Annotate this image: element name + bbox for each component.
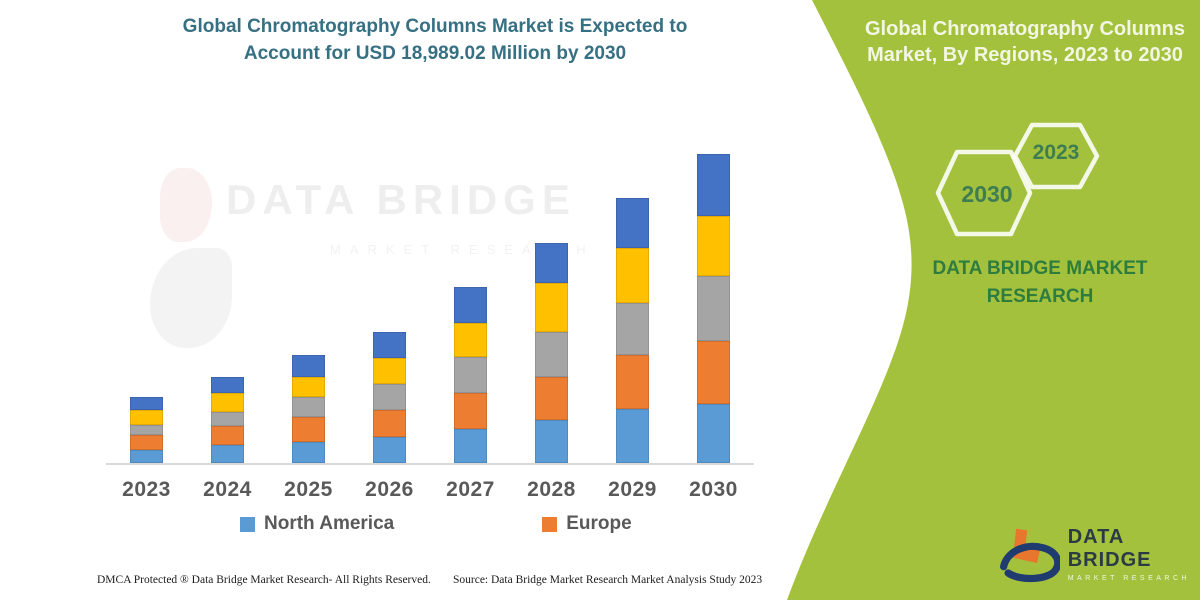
- bar-segment-2029-unlabeled-region-gray: [616, 303, 649, 355]
- x-tick-label-2025: 2025: [284, 478, 333, 501]
- panel-brand-text: DATA BRIDGE MARKET RESEARCH: [898, 255, 1182, 310]
- panel-title-line1: Global Chromatography Columns: [864, 18, 1186, 40]
- bar-segment-2030-unlabeled-region-blue: [697, 154, 730, 216]
- hexagon-year-2030: 2030: [961, 181, 1013, 207]
- bar-segment-2028-unlabeled-region-yellow: [535, 283, 568, 332]
- hexagon-year-2023: 2023: [1032, 141, 1080, 164]
- data-bridge-logo: DATA BRIDGE MARKET RESEARCH: [1000, 524, 1200, 584]
- bar-segment-2025-unlabeled-region-blue: [292, 355, 325, 377]
- bar-segment-2029-unlabeled-region-blue: [616, 198, 649, 248]
- x-tick-label-2026: 2026: [365, 478, 414, 501]
- bar-slot-2026: [349, 332, 430, 463]
- bar-segment-2028-Europe: [535, 377, 568, 420]
- bar-slot-2025: [268, 355, 349, 463]
- panel-brand-line1: DATA BRIDGE MARKET: [932, 258, 1148, 279]
- legend-label-europe: Europe: [566, 513, 632, 534]
- x-tick-label-2029: 2029: [608, 478, 657, 501]
- bar-segment-2027-unlabeled-region-yellow: [454, 323, 487, 357]
- stacked-bar-2024: [211, 377, 244, 463]
- stacked-bar-2023: [130, 397, 163, 463]
- panel-title-line2: Market, By Regions, 2023 to 2030: [867, 44, 1183, 67]
- stacked-bar-2026: [373, 332, 406, 463]
- logo-name-text: DATA BRIDGE: [1067, 526, 1152, 571]
- logo-sub-text: MARKET RESEARCH: [1067, 575, 1191, 582]
- x-tick-label-2028: 2028: [527, 478, 576, 501]
- stacked-bar-2029: [616, 198, 649, 463]
- bar-segment-2023-unlabeled-region-blue: [130, 397, 163, 410]
- legend-swatch-europe: [542, 516, 558, 532]
- bars-row: [106, 128, 754, 463]
- bar-segment-2029-North America: [616, 409, 649, 463]
- page-title: Global Chromatography Columns Market is …: [128, 14, 742, 67]
- bar-segment-2030-unlabeled-region-gray: [697, 276, 730, 341]
- data-bridge-logo-icon: [1000, 528, 1060, 583]
- watermark-leaf-icon: [150, 248, 232, 348]
- bar-segment-2023-Europe: [130, 435, 163, 450]
- stacked-bar-2030: [697, 154, 730, 463]
- bar-segment-2024-unlabeled-region-yellow: [211, 393, 244, 412]
- bar-segment-2029-Europe: [616, 355, 649, 409]
- x-axis-line: [106, 463, 754, 465]
- legend-item-north-america: North America: [240, 513, 394, 535]
- bar-slot-2029: [592, 198, 673, 463]
- stacked-bar-2028: [535, 243, 568, 463]
- stacked-bar-chart: 2023 2024 2025 2026 2027 2028 2029 2030: [106, 128, 754, 503]
- bar-segment-2030-unlabeled-region-yellow: [697, 216, 730, 276]
- bar-segment-2023-unlabeled-region-gray: [130, 425, 163, 435]
- bar-segment-2028-unlabeled-region-blue: [535, 243, 568, 283]
- bar-slot-2027: [430, 287, 511, 463]
- watermark-subtext: MARKET RESEARCH: [330, 242, 595, 257]
- bar-segment-2026-unlabeled-region-gray: [373, 384, 406, 410]
- bar-segment-2026-unlabeled-region-blue: [373, 332, 406, 358]
- bar-segment-2025-unlabeled-region-gray: [292, 397, 325, 417]
- bar-segment-2028-North America: [535, 420, 568, 463]
- dmca-credit-text: DMCA Protected ® Data Bridge Market Rese…: [97, 574, 431, 586]
- bar-segment-2025-unlabeled-region-yellow: [292, 377, 325, 397]
- bar-slot-2024: [187, 377, 268, 463]
- panel-title: Global Chromatography Columns Market, By…: [852, 16, 1198, 69]
- bar-segment-2026-North America: [373, 437, 406, 463]
- source-credit-text: Source: Data Bridge Market Research Mark…: [453, 574, 763, 586]
- chart-legend: North America Europe: [240, 513, 632, 535]
- bar-segment-2027-unlabeled-region-blue: [454, 287, 487, 323]
- bar-segment-2027-North America: [454, 429, 487, 463]
- legend-swatch-na: [240, 516, 255, 532]
- bar-segment-2023-unlabeled-region-yellow: [130, 410, 163, 425]
- watermark-text: DATA BRIDGE: [226, 176, 576, 223]
- bar-segment-2029-unlabeled-region-yellow: [616, 248, 649, 303]
- bar-segment-2028-unlabeled-region-gray: [535, 332, 568, 377]
- bar-segment-2024-unlabeled-region-gray: [211, 412, 244, 426]
- stacked-bar-2025: [292, 355, 325, 463]
- bar-segment-2030-North America: [697, 404, 730, 463]
- panel-brand-line2: RESEARCH: [986, 285, 1094, 307]
- bar-segment-2026-unlabeled-region-yellow: [373, 358, 406, 384]
- x-labels-row: 2023 2024 2025 2026 2027 2028 2029 2030: [106, 478, 754, 502]
- bar-slot-2023: [106, 397, 187, 463]
- bar-slot-2028: [511, 243, 592, 463]
- page-title-line2: Account for USD 18,989.02 Million by 203…: [243, 42, 627, 64]
- bar-segment-2025-North America: [292, 442, 325, 463]
- bar-slot-2030: [673, 154, 754, 463]
- x-tick-label-2030: 2030: [689, 478, 738, 501]
- x-tick-label-2027: 2027: [446, 478, 495, 501]
- bar-segment-2030-Europe: [697, 341, 730, 404]
- logo-text-block: DATA BRIDGE MARKET RESEARCH: [1068, 526, 1200, 582]
- x-tick-label-2024: 2024: [203, 478, 252, 501]
- stacked-bar-2027: [454, 287, 487, 463]
- bar-segment-2024-North America: [211, 445, 244, 463]
- bar-segment-2027-unlabeled-region-gray: [454, 357, 487, 393]
- bar-segment-2023-North America: [130, 450, 163, 463]
- bar-segment-2026-Europe: [373, 410, 406, 437]
- bar-segment-2027-Europe: [454, 393, 487, 429]
- legend-label-north-america: North America: [264, 513, 395, 534]
- bar-segment-2024-unlabeled-region-blue: [211, 377, 244, 393]
- watermark-logo-icon: [160, 168, 212, 242]
- x-tick-label-2023: 2023: [122, 478, 171, 501]
- bar-segment-2025-Europe: [292, 417, 325, 442]
- legend-item-europe: Europe: [542, 513, 632, 535]
- page-title-line1: Global Chromatography Columns Market is …: [182, 16, 688, 37]
- bar-segment-2024-Europe: [211, 426, 244, 445]
